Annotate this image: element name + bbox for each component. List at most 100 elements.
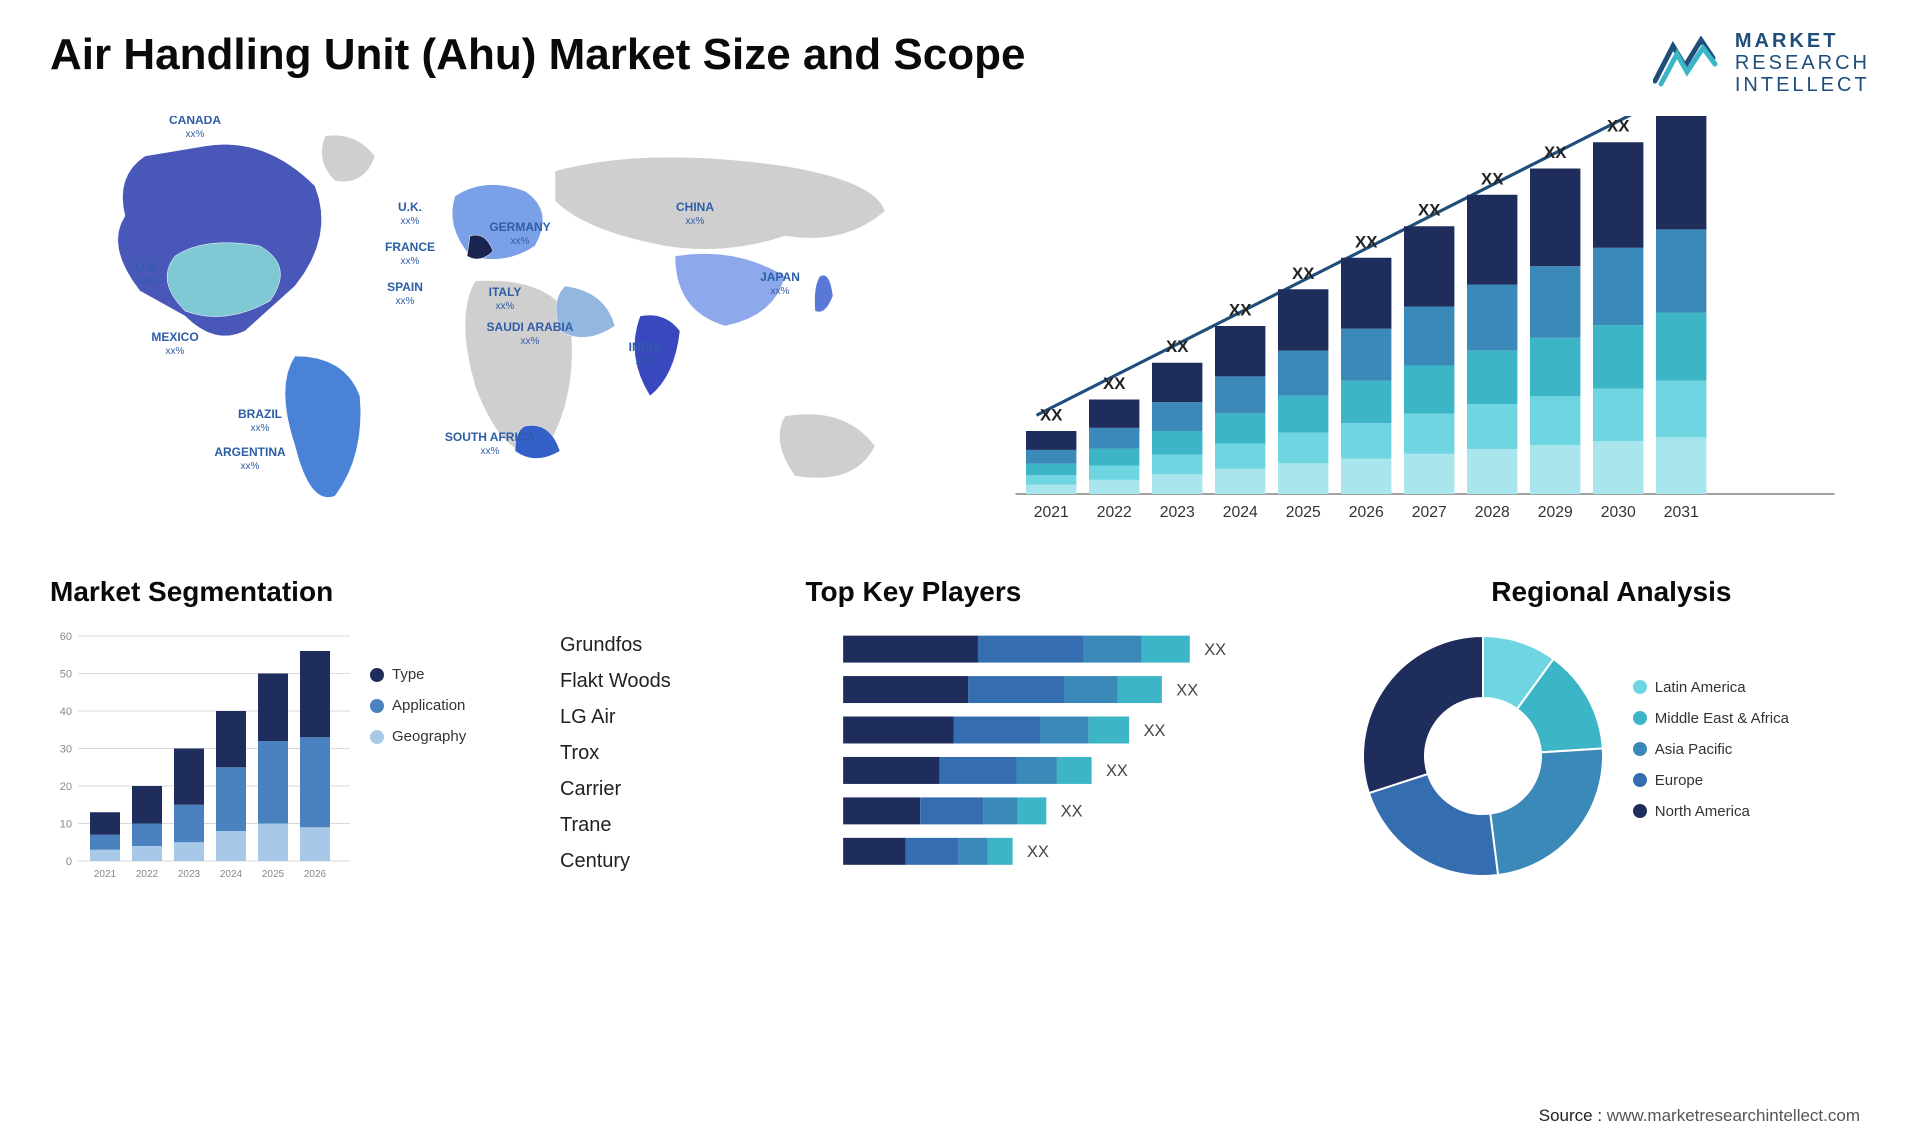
svg-text:xx%: xx% — [241, 461, 260, 472]
source-line: Source : www.marketresearchintellect.com — [1539, 1106, 1860, 1126]
svg-text:SAUDI ARABIA: SAUDI ARABIA — [487, 320, 574, 334]
legend-dot-icon — [1633, 804, 1647, 818]
svg-text:xx%: xx% — [251, 423, 270, 434]
svg-text:2021: 2021 — [1034, 504, 1069, 521]
map-label: SPAIN xx% — [387, 280, 423, 307]
player-names-list: GrundfosFlakt WoodsLG AirTroxCarrierTran… — [560, 624, 776, 886]
svg-text:U.K.: U.K. — [398, 200, 422, 214]
svg-text:2028: 2028 — [1475, 504, 1510, 521]
svg-text:ITALY: ITALY — [489, 285, 522, 299]
legend-label: Middle East & Africa — [1655, 710, 1789, 727]
map-label: FRANCE xx% — [385, 240, 435, 267]
player-name: Trane — [560, 814, 776, 837]
svg-text:xx%: xx% — [396, 296, 415, 307]
legend-item: Type — [370, 666, 530, 683]
player-name: Grundfos — [560, 634, 776, 657]
bottom-row: Market Segmentation 01020304050602021202… — [50, 576, 1870, 891]
svg-text:XX: XX — [1176, 681, 1198, 699]
svg-text:2027: 2027 — [1412, 504, 1447, 521]
svg-text:0: 0 — [66, 856, 72, 868]
legend-dot-icon — [370, 730, 384, 744]
svg-text:FRANCE: FRANCE — [385, 240, 435, 254]
top-key-players-panel: Top Key Players XXXXXXXXXXXX — [806, 576, 1323, 891]
svg-text:xx%: xx% — [138, 276, 157, 287]
legend-dot-icon — [1633, 773, 1647, 787]
svg-text:ARGENTINA: ARGENTINA — [214, 445, 286, 459]
svg-text:60: 60 — [60, 631, 72, 643]
segmentation-panel: Market Segmentation 01020304050602021202… — [50, 576, 530, 891]
svg-text:XX: XX — [1607, 117, 1630, 136]
svg-text:XX: XX — [1060, 803, 1082, 821]
page-title: Air Handling Unit (Ahu) Market Size and … — [50, 30, 1025, 80]
world-map-panel: CANADAxx%U.S.xx%MEXICOxx%BRAZILxx%ARGENT… — [50, 116, 940, 536]
svg-text:2021: 2021 — [94, 869, 117, 880]
svg-text:xx%: xx% — [481, 446, 500, 457]
svg-text:XX: XX — [1103, 374, 1126, 393]
svg-text:2024: 2024 — [1223, 504, 1258, 521]
logo-line2: RESEARCH — [1735, 52, 1870, 74]
legend-item: Middle East & Africa — [1633, 710, 1833, 727]
legend-item: North America — [1633, 803, 1833, 820]
svg-text:2025: 2025 — [1286, 504, 1321, 521]
map-label: U.K. xx% — [398, 200, 422, 227]
player-name: Trox — [560, 742, 776, 765]
forecast-chart-panel: XX2021XX2022XX2023XX2024XX2025XX2026XX20… — [980, 116, 1870, 536]
legend-label: Type — [392, 666, 425, 683]
svg-text:JAPAN: JAPAN — [760, 270, 800, 284]
logo-line1: MARKET — [1735, 30, 1870, 52]
legend-label: North America — [1655, 803, 1750, 820]
svg-text:XX: XX — [1292, 264, 1315, 283]
legend-label: Asia Pacific — [1655, 741, 1733, 758]
player-name: Flakt Woods — [560, 670, 776, 693]
svg-text:2029: 2029 — [1538, 504, 1573, 521]
legend-item: Europe — [1633, 772, 1833, 789]
legend-item: Geography — [370, 728, 530, 745]
svg-text:U.S.: U.S. — [135, 260, 158, 274]
svg-text:XX: XX — [1106, 762, 1128, 780]
svg-text:xx%: xx% — [771, 286, 790, 297]
svg-text:XX: XX — [1204, 641, 1226, 659]
svg-text:XX: XX — [1143, 722, 1165, 740]
svg-text:XX: XX — [1166, 337, 1189, 356]
logo-line3: INTELLECT — [1735, 74, 1870, 96]
svg-text:2026: 2026 — [304, 869, 327, 880]
svg-text:SPAIN: SPAIN — [387, 280, 423, 294]
source-label: Source : — [1539, 1106, 1602, 1125]
map-label: CANADAxx% — [169, 116, 221, 140]
svg-text:XX: XX — [1040, 406, 1063, 425]
svg-text:BRAZIL: BRAZIL — [238, 407, 282, 421]
svg-text:xx%: xx% — [401, 216, 420, 227]
svg-text:XX: XX — [1418, 201, 1441, 220]
player-names-panel: GrundfosFlakt WoodsLG AirTroxCarrierTran… — [560, 576, 776, 891]
svg-text:CHINA: CHINA — [676, 200, 714, 214]
svg-text:2023: 2023 — [1160, 504, 1195, 521]
legend-item: Latin America — [1633, 679, 1833, 696]
source-url: www.marketresearchintellect.com — [1607, 1106, 1860, 1125]
svg-text:INDIA: INDIA — [629, 340, 662, 354]
player-name: LG Air — [560, 706, 776, 729]
svg-text:xx%: xx% — [401, 256, 420, 267]
world-map-icon: CANADAxx%U.S.xx%MEXICOxx%BRAZILxx%ARGENT… — [50, 116, 940, 536]
svg-text:XX: XX — [1481, 169, 1504, 188]
svg-text:2026: 2026 — [1349, 504, 1384, 521]
svg-text:2031: 2031 — [1664, 504, 1699, 521]
svg-text:xx%: xx% — [636, 356, 655, 367]
map-label: ARGENTINA xx% — [214, 445, 286, 472]
svg-text:CANADA: CANADA — [169, 116, 221, 127]
svg-text:10: 10 — [60, 819, 72, 831]
legend-dot-icon — [1633, 742, 1647, 756]
regional-donut-chart — [1353, 626, 1613, 886]
svg-text:50: 50 — [60, 669, 72, 681]
svg-text:GERMANY: GERMANY — [489, 220, 550, 234]
svg-text:XX: XX — [1355, 232, 1378, 251]
legend-item: Asia Pacific — [1633, 741, 1833, 758]
player-name: Century — [560, 850, 776, 873]
svg-text:2024: 2024 — [220, 869, 243, 880]
legend-dot-icon — [370, 699, 384, 713]
regional-title: Regional Analysis — [1353, 576, 1870, 608]
svg-text:2022: 2022 — [136, 869, 159, 880]
legend-label: Europe — [1655, 772, 1703, 789]
regional-legend: Latin America Middle East & Africa Asia Pa… — [1633, 679, 1833, 834]
svg-text:2023: 2023 — [178, 869, 201, 880]
map-label: BRAZIL xx% — [238, 407, 282, 434]
